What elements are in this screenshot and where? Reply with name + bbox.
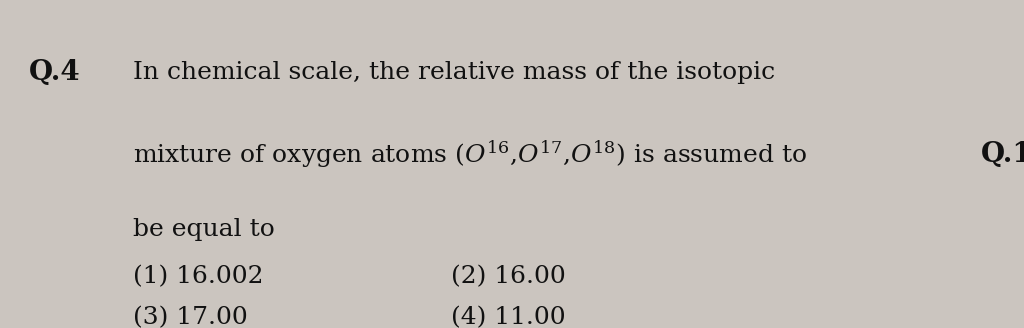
Text: (2) 16.00: (2) 16.00 bbox=[451, 266, 565, 289]
Text: Q.4: Q.4 bbox=[29, 59, 80, 86]
Text: (4) 11.00: (4) 11.00 bbox=[451, 307, 565, 328]
Text: (3) 17.00: (3) 17.00 bbox=[133, 307, 248, 328]
Text: mixture of oxygen atoms ($O^{16}$,$O^{17}$,$O^{18}$) is assumed to: mixture of oxygen atoms ($O^{16}$,$O^{17… bbox=[133, 138, 807, 170]
Text: In chemical scale, the relative mass of the isotopic: In chemical scale, the relative mass of … bbox=[133, 61, 775, 84]
Text: Q.1: Q.1 bbox=[981, 141, 1024, 168]
Text: (1) 16.002: (1) 16.002 bbox=[133, 266, 263, 289]
Text: be equal to: be equal to bbox=[133, 218, 274, 241]
